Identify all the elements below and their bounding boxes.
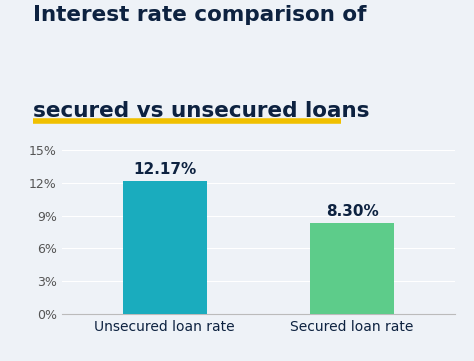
Text: Interest rate comparison of: Interest rate comparison of [33,5,367,25]
Text: 12.17%: 12.17% [133,162,196,177]
Text: 8.30%: 8.30% [326,204,378,219]
Bar [310,223,394,314]
Bar [122,181,207,314]
Text: secured vs unsecured loans: secured vs unsecured loans [33,101,370,121]
